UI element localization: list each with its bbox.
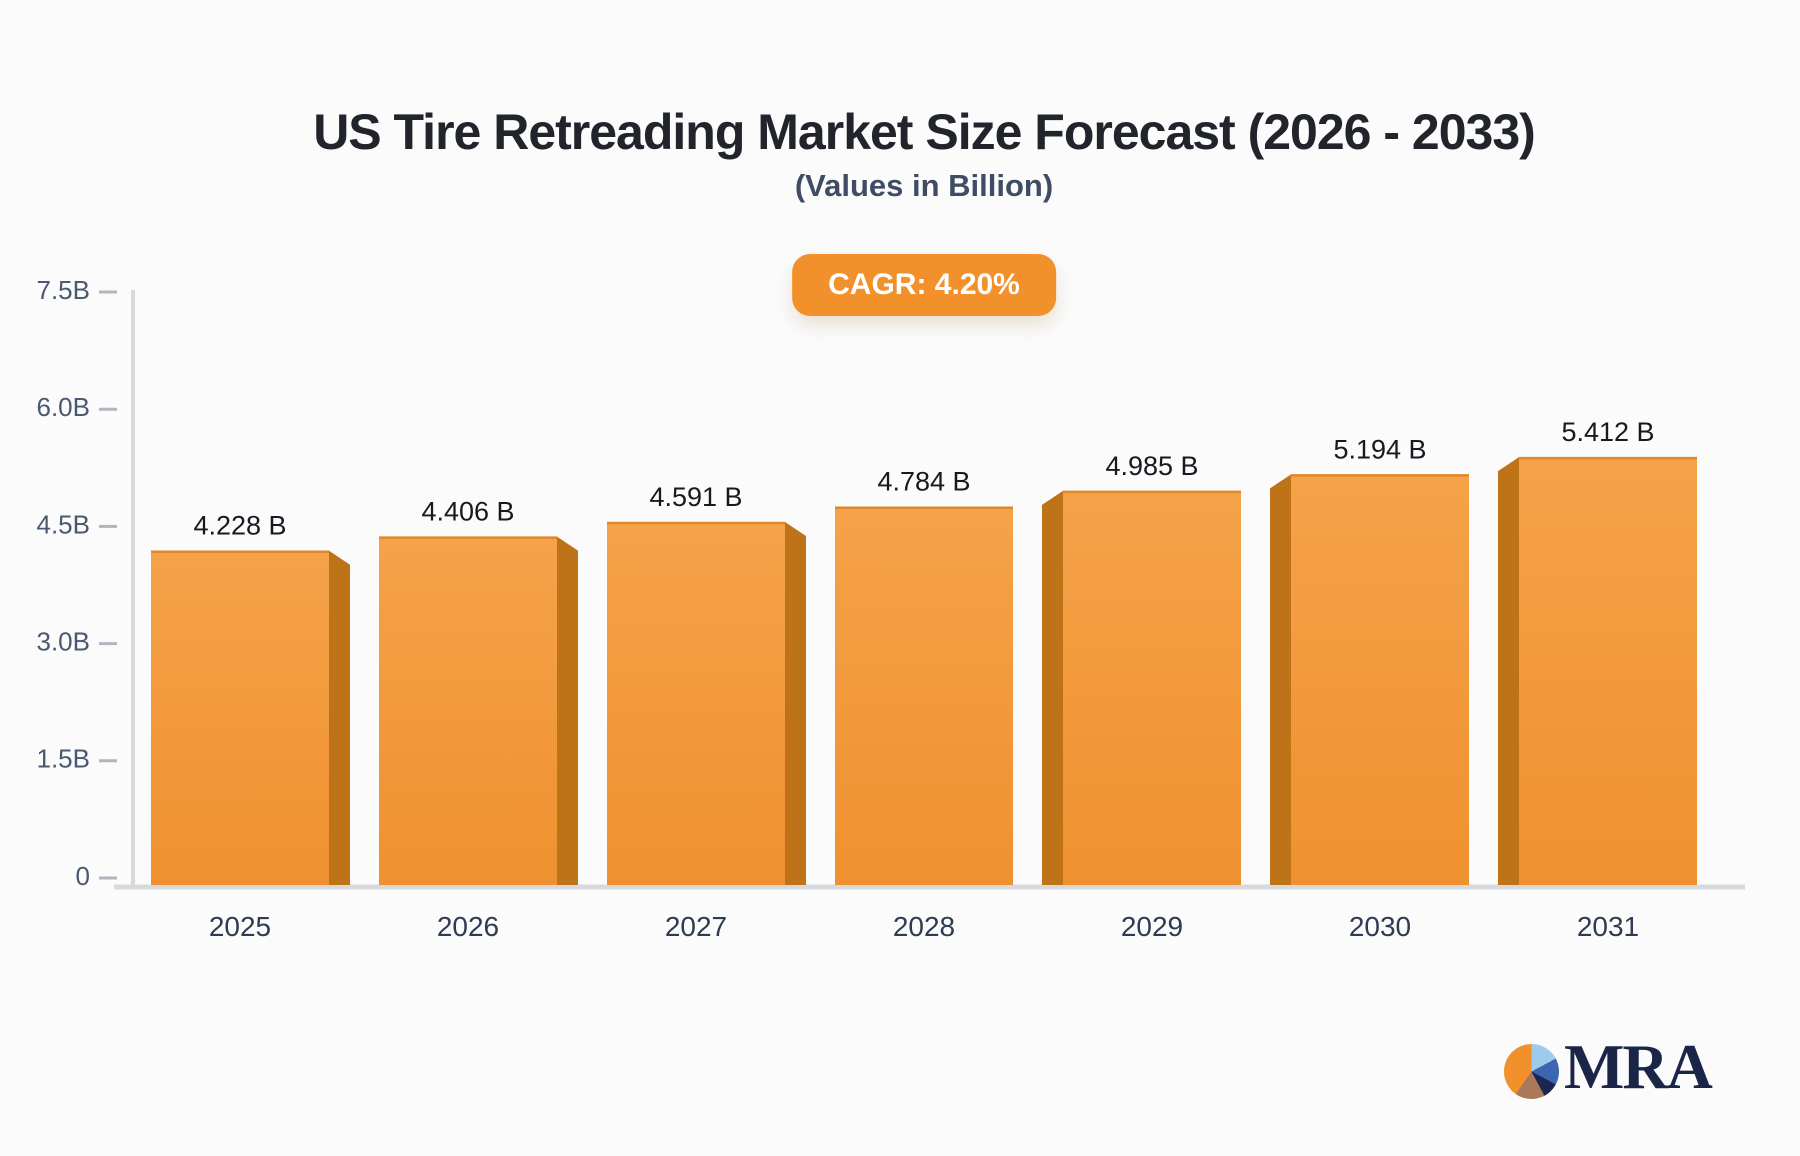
bar — [835, 506, 1013, 885]
y-axis-label: 1.5B — [37, 744, 91, 774]
y-axis-label: 7.5B — [37, 275, 91, 305]
cagr-badge: CAGR: 4.20% — [792, 254, 1056, 316]
x-axis-label: 2028 — [893, 911, 955, 942]
bar — [1291, 474, 1469, 885]
bar-value-label: 4.406 B — [421, 497, 514, 527]
chart-subtitle: (Values in Billion) — [794, 168, 1054, 203]
x-axis-label: 2026 — [437, 911, 499, 942]
bar-side-face — [1270, 474, 1291, 885]
y-axis-label: 4.5B — [37, 509, 91, 539]
y-axis-label: 0 — [76, 861, 90, 891]
x-axis-label: 2031 — [1577, 911, 1639, 942]
bar-value-label: 5.412 B — [1561, 417, 1654, 447]
bar-side-face — [557, 536, 578, 885]
bar-value-label: 4.591 B — [649, 482, 742, 512]
bar-side-face — [1042, 490, 1063, 885]
bar-side-face — [785, 522, 806, 885]
bar-value-label: 5.194 B — [1333, 434, 1426, 464]
bar-side-face — [329, 550, 350, 885]
bar-side-face — [1498, 457, 1519, 885]
bar — [1063, 490, 1241, 885]
y-axis-label: 3.0B — [37, 626, 91, 656]
bar — [379, 536, 557, 885]
bar-value-label: 4.228 B — [193, 511, 286, 541]
bar — [151, 550, 329, 885]
bar-value-label: 4.985 B — [1105, 451, 1198, 481]
pie-chart-icon — [1504, 1044, 1559, 1099]
bar — [607, 522, 785, 885]
bar — [1519, 457, 1697, 885]
brand-logo-text: MRA — [1564, 1031, 1713, 1102]
x-axis-label: 2027 — [665, 911, 727, 942]
chart-title: US Tire Retreading Market Size Forecast … — [313, 104, 1536, 160]
bar-value-label: 4.784 B — [877, 467, 970, 497]
x-axis-label: 2029 — [1121, 911, 1183, 942]
y-axis-label: 6.0B — [37, 392, 91, 422]
x-axis-label: 2030 — [1349, 911, 1411, 942]
x-axis-label: 2025 — [209, 911, 271, 942]
brand-logo: MRA — [1504, 1031, 1744, 1108]
